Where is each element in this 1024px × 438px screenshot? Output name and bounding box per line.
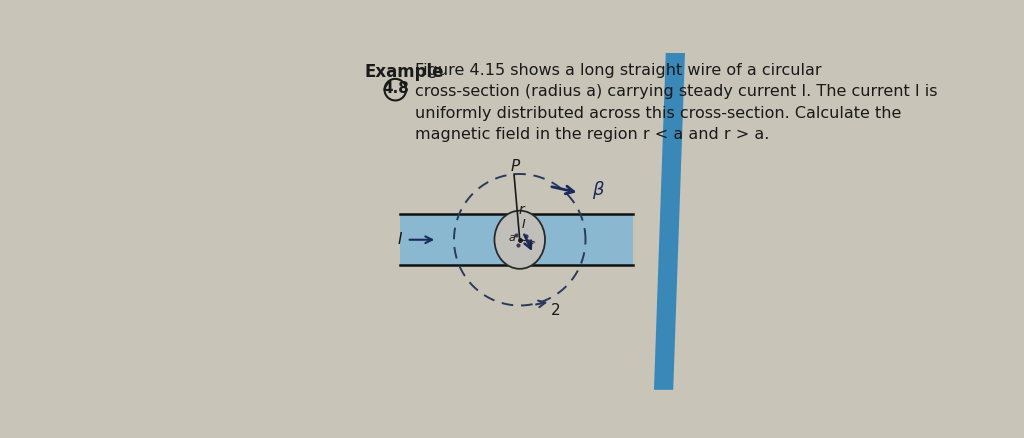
Bar: [400, 215, 633, 265]
Text: 2: 2: [551, 303, 560, 318]
Text: Example: Example: [365, 63, 444, 81]
Text: P: P: [511, 159, 520, 174]
Ellipse shape: [495, 211, 545, 269]
Text: a: a: [509, 233, 516, 244]
Text: I: I: [521, 218, 525, 231]
Text: 4.8: 4.8: [382, 81, 409, 96]
Text: Figure 4.15 shows a long straight wire of a circular
cross-section (radius a) ca: Figure 4.15 shows a long straight wire o…: [415, 63, 938, 142]
Text: r: r: [518, 203, 524, 217]
Text: $\beta$: $\beta$: [592, 179, 604, 201]
Text: I: I: [397, 232, 402, 247]
Polygon shape: [654, 53, 685, 390]
Text: r: r: [529, 241, 534, 251]
